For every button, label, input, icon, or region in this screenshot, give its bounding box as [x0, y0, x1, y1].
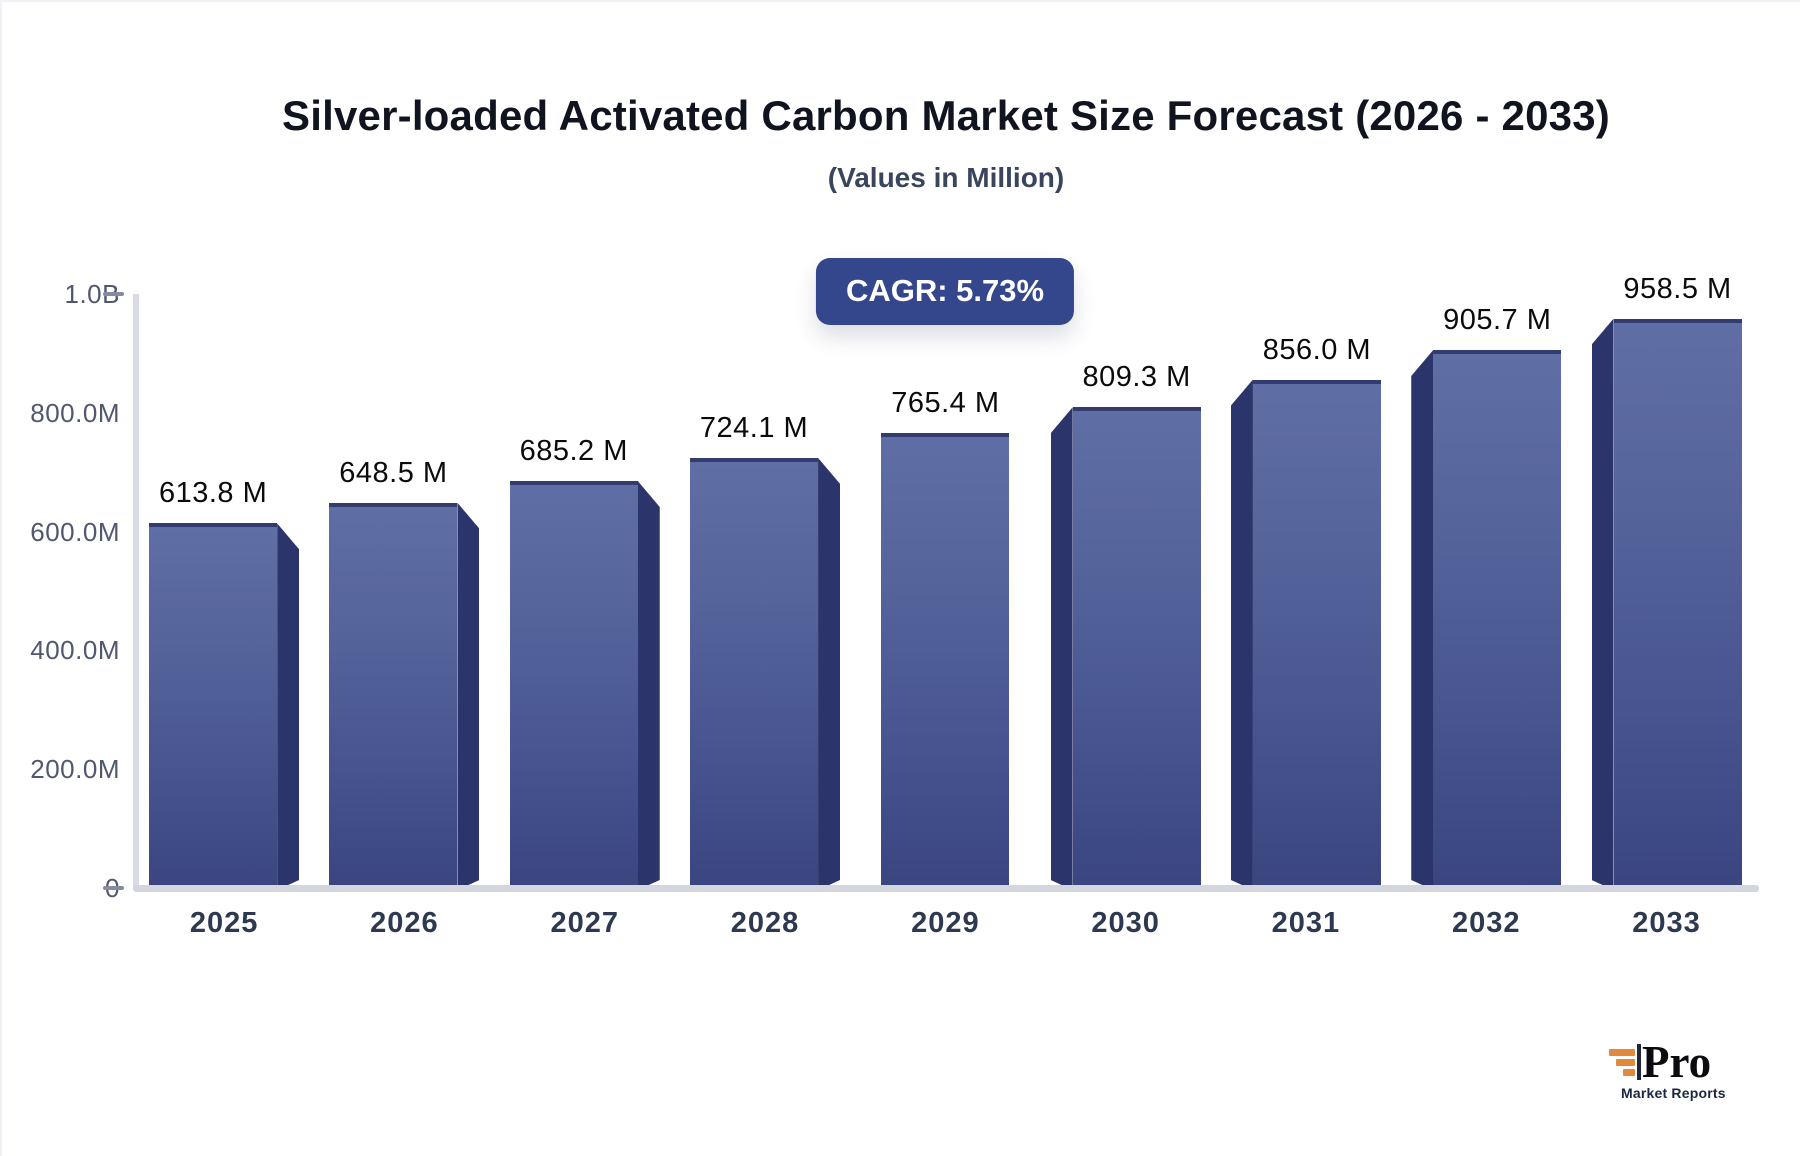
- bar-2030: [1072, 407, 1201, 890]
- x-tick-label: 2026: [370, 907, 439, 939]
- x-tick-label: 2032: [1451, 907, 1521, 939]
- bar-2032: [1433, 350, 1562, 890]
- chart-title: Silver-loaded Activated Carbon Market Si…: [282, 92, 1610, 139]
- bar-value-label: 765.4 M: [891, 387, 1000, 420]
- bar-side-2025: [277, 523, 299, 890]
- logo-brand: Pro: [1642, 1037, 1712, 1087]
- x-tick-label: 2033: [1632, 907, 1701, 939]
- bar-value-label: 724.1 M: [699, 411, 809, 444]
- x-tick-label: 2031: [1271, 907, 1341, 939]
- bar-value-label: 648.5 M: [339, 456, 448, 489]
- bar-value-label: 685.2 M: [519, 434, 628, 467]
- bar-value-label: 856.0 M: [1262, 333, 1372, 366]
- y-tick-label: 200.0M: [30, 754, 120, 785]
- bar-value-label: 613.8 M: [158, 477, 268, 510]
- logo-stem-icon: [1637, 1044, 1641, 1080]
- x-tick-label: 2030: [1091, 907, 1160, 939]
- bar-2031: [1252, 379, 1381, 890]
- bar-2033: [1613, 318, 1742, 890]
- x-tick-label: 2025: [189, 907, 259, 939]
- chart-header: Silver-loaded Activated Carbon Market Si…: [92, 92, 1800, 194]
- bar-2029: [881, 433, 1010, 890]
- bar-side-2027: [638, 481, 660, 890]
- bar-side-2033: [1592, 319, 1614, 890]
- x-axis-baseline: [133, 885, 1759, 892]
- y-tick-dash: [103, 886, 124, 890]
- bar-side-2031: [1231, 380, 1253, 890]
- logo-bars-icon: [1608, 1048, 1635, 1076]
- bar-value-label: 958.5 M: [1623, 272, 1732, 305]
- x-tick-label: 2028: [730, 907, 800, 939]
- bar-2026: [329, 502, 458, 890]
- bar-side-2026: [457, 503, 479, 890]
- bar-side-2028: [818, 458, 840, 890]
- x-tick-label: 2029: [911, 907, 980, 939]
- y-tick-dash: [103, 292, 124, 296]
- bar-side-2032: [1411, 350, 1433, 890]
- y-tick-label: 400.0M: [30, 635, 120, 666]
- y-axis-line: [133, 294, 139, 889]
- x-tick-label: 2027: [550, 907, 619, 939]
- y-tick-label: 600.0M: [30, 516, 120, 547]
- logo-tagline: Market Reports: [1621, 1085, 1726, 1101]
- cagr-badge: CAGR: 5.73%: [815, 258, 1075, 325]
- chart-subtitle: (Values in Million): [827, 162, 1065, 193]
- bar-2025: [149, 523, 278, 890]
- bar-side-2030: [1051, 407, 1073, 890]
- y-tick-label: 800.0M: [30, 397, 120, 428]
- logo: Pro Market Reports: [1608, 1037, 1726, 1101]
- bar-value-label: 905.7 M: [1443, 304, 1552, 336]
- bar-2028: [690, 457, 819, 890]
- bar-value-label: 809.3 M: [1082, 361, 1191, 394]
- bar-2027: [509, 480, 638, 890]
